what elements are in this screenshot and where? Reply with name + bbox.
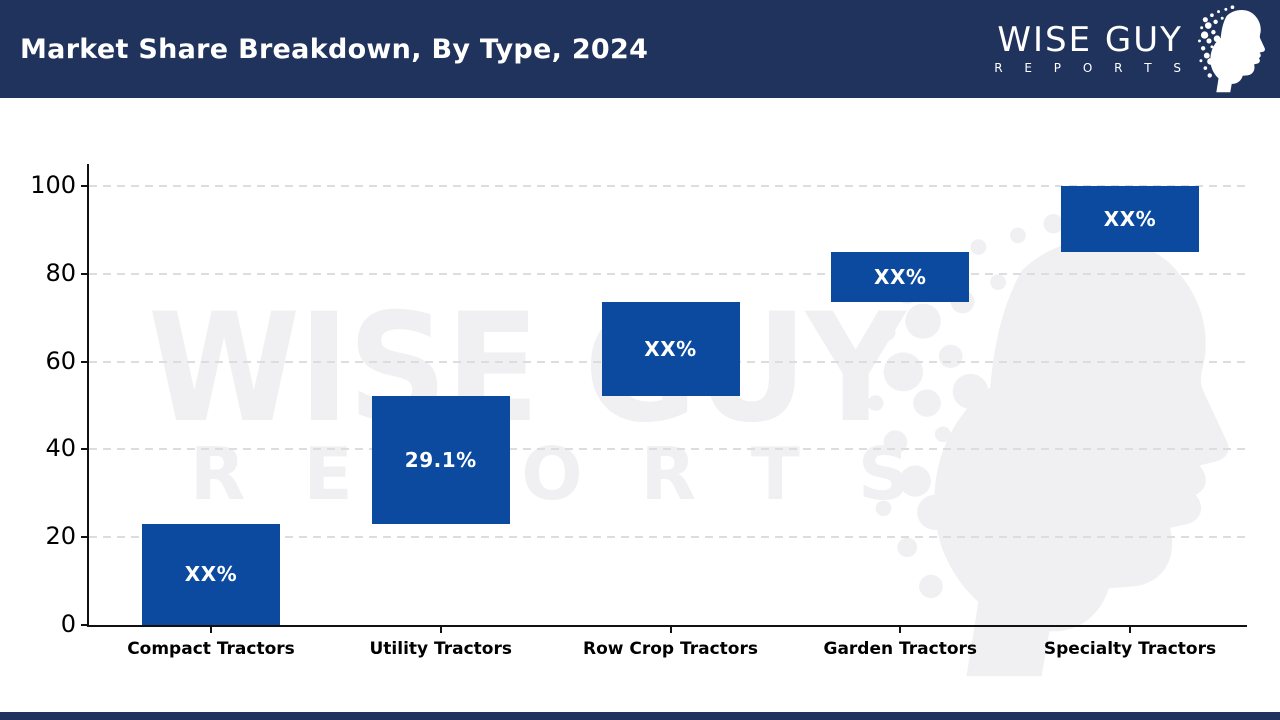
gridline xyxy=(89,272,1245,275)
x-category-label: Utility Tractors xyxy=(369,639,512,659)
bar-value-label: XX% xyxy=(874,265,927,290)
bar-value-label: 29.1% xyxy=(404,447,477,472)
logo-head-icon xyxy=(1198,5,1265,93)
x-tick-mark xyxy=(439,626,442,633)
bar-value-label: XX% xyxy=(1103,207,1157,232)
x-tick-mark xyxy=(899,626,902,633)
y-tick-label: 80 xyxy=(45,258,76,287)
logo-wordmark: WISE GUY xyxy=(997,20,1183,61)
x-tick-mark xyxy=(1129,626,1131,633)
y-tick-label: 40 xyxy=(45,434,76,463)
logo-subtext: R E P O R T S xyxy=(994,60,1190,75)
x-tick-mark xyxy=(669,626,672,633)
y-tick-mark xyxy=(81,536,88,539)
bar-value-label: XX% xyxy=(644,336,697,361)
y-tick-mark xyxy=(81,624,88,626)
y-tick-mark xyxy=(81,185,88,187)
y-tick-mark xyxy=(81,448,88,451)
watermark-wordmark: WISE GUY xyxy=(148,282,906,456)
bar: 29.1% xyxy=(371,395,510,524)
x-category-label: Garden Tractors xyxy=(823,639,978,659)
x-axis-line xyxy=(87,625,1247,627)
y-tick-label: 20 xyxy=(45,522,76,551)
y-tick-mark xyxy=(81,272,88,275)
bar: XX% xyxy=(601,301,740,396)
footer-bar xyxy=(0,712,1280,720)
y-axis-line xyxy=(87,164,89,627)
watermark-subtext: REPORTS xyxy=(190,432,968,516)
chart-title: Market Share Breakdown, By Type, 2024 xyxy=(20,33,649,65)
bar-value-label: XX% xyxy=(184,562,238,587)
header-bar: Market Share Breakdown, By Type, 2024 WI… xyxy=(0,0,1280,98)
gridline xyxy=(89,448,1245,451)
x-tick-mark xyxy=(210,626,212,633)
bar: XX% xyxy=(1061,186,1199,253)
wise-guy-logo: WISE GUY R E P O R T S xyxy=(990,5,1270,93)
y-tick-label: 100 xyxy=(30,171,76,199)
x-category-label: Specialty Tractors xyxy=(1043,639,1217,659)
bar: XX% xyxy=(831,252,970,302)
bar: XX% xyxy=(142,523,280,625)
logo-text: WISE GUY R E P O R T S xyxy=(990,20,1190,75)
y-tick-label: 60 xyxy=(45,346,76,375)
gridline xyxy=(89,536,1245,539)
x-category-label: Compact Tractors xyxy=(127,639,295,659)
y-tick-label: 0 xyxy=(60,610,76,638)
x-category-label: Row Crop Tractors xyxy=(583,639,758,659)
gridline xyxy=(89,185,1245,187)
y-tick-mark xyxy=(81,360,88,363)
